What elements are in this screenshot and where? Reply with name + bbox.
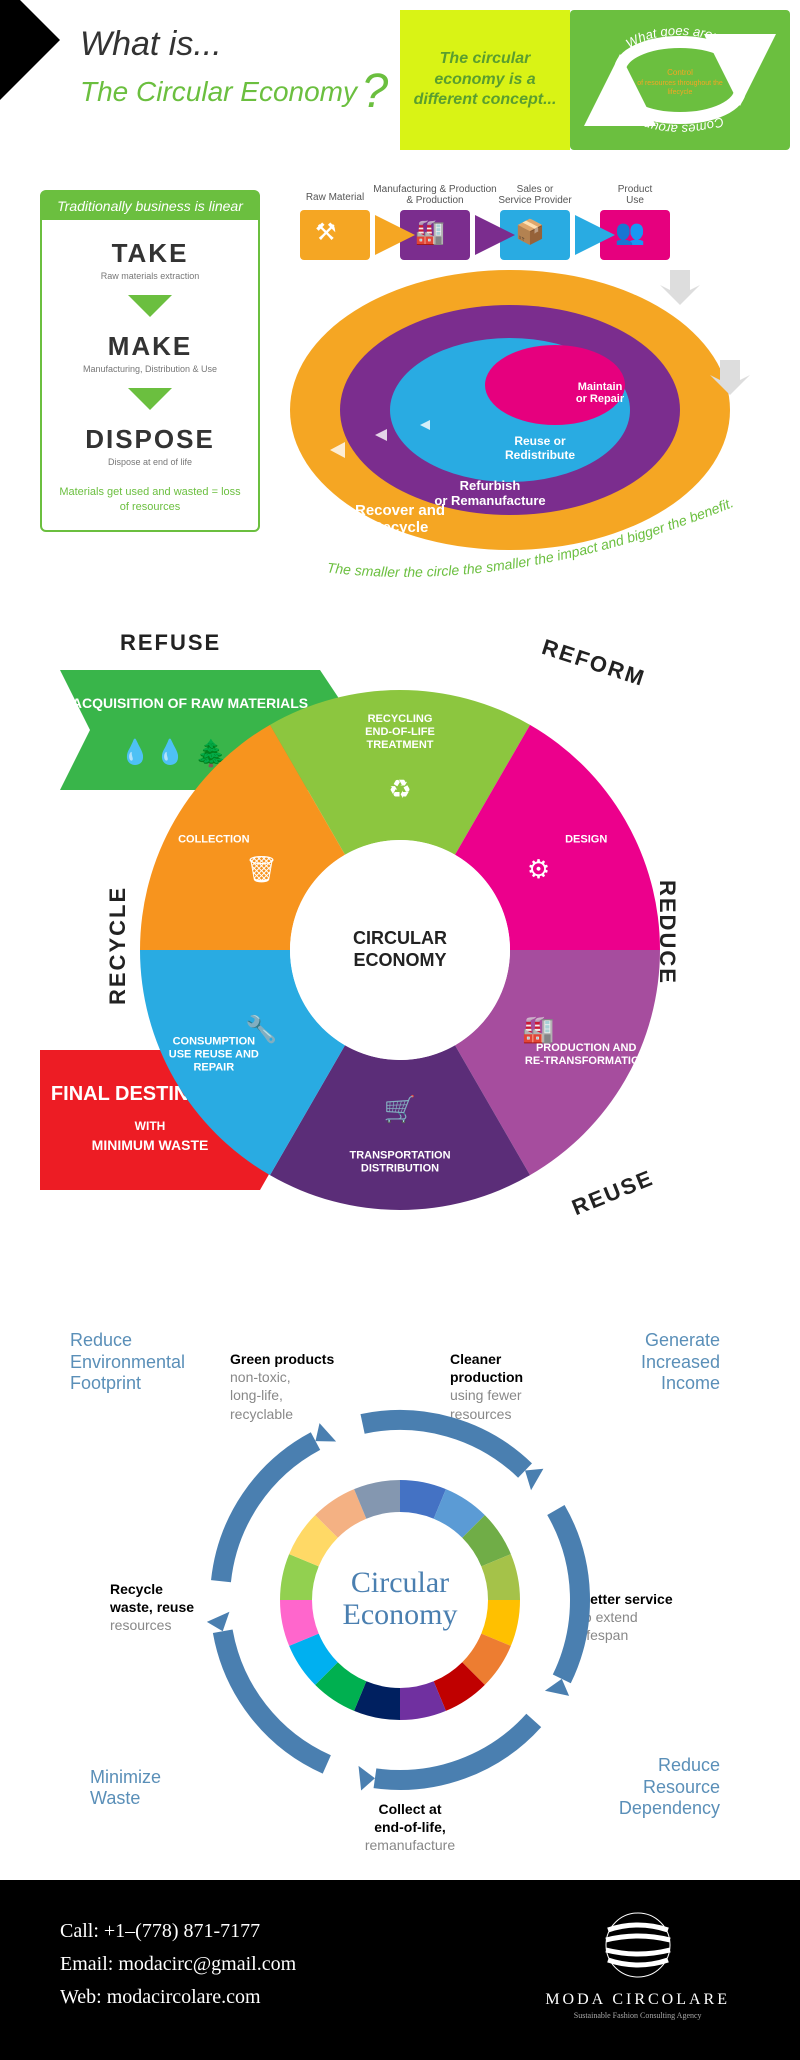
outer-refuse: REFUSE: [120, 630, 221, 656]
svg-text:Raw Material: Raw Material: [306, 192, 364, 203]
svg-text:or Repair: or Repair: [576, 393, 625, 405]
title-line2: The Circular Economy: [80, 76, 357, 107]
linear-step-title: TAKE: [52, 238, 248, 269]
lime-callout: The circular economy is a different conc…: [400, 10, 570, 150]
svg-text:Redistribute: Redistribute: [505, 448, 575, 462]
svg-text:of resources throughout the: of resources throughout the: [637, 80, 723, 87]
linear-card: Traditionally business is linear TAKE Ra…: [40, 190, 260, 532]
svg-text:RE-TRANSFORMATION: RE-TRANSFORMATION: [525, 1055, 648, 1067]
svg-text:📦: 📦: [515, 218, 545, 246]
linear-card-head: Traditionally business is linear: [42, 192, 258, 220]
linear-step-title: MAKE: [52, 331, 248, 362]
svg-text:ECONOMY: ECONOMY: [353, 950, 446, 970]
ring-arrow: [363, 1420, 525, 1471]
svg-text:👥: 👥: [615, 219, 645, 246]
footer-tagline: Sustainable Fashion Consulting Agency: [545, 2011, 730, 2020]
linear-card-body: TAKE Raw materials extraction MAKE Manuf…: [42, 220, 258, 485]
svg-text:Economy: Economy: [343, 1598, 458, 1631]
lime-callout-text: The circular economy is a different conc…: [410, 49, 560, 111]
segment-icon: 🛒: [384, 1094, 416, 1124]
green-cycle-box: What goes around Comes around Control of…: [570, 10, 790, 150]
svg-text:CIRCULAR: CIRCULAR: [353, 928, 447, 948]
spiral-diagram: ⚒ 🏭 📦 👥 Raw Material Manufacturing & Pro…: [280, 180, 790, 600]
section-5r-wheel: REFUSE REFORM REDUCE REUSE RECYCLE ACQUI…: [0, 610, 800, 1290]
linear-card-footer: Materials get used and wasted = loss of …: [42, 485, 258, 530]
svg-text:⚒: ⚒: [315, 219, 337, 246]
footer: Call: +1–(778) 871-7177 Email: modacirc@…: [0, 1880, 800, 2060]
header: What is... The Circular Economy ? The ci…: [0, 0, 800, 180]
svg-text:Product: Product: [618, 184, 653, 195]
svg-text:Reuse or: Reuse or: [514, 434, 566, 448]
ring-arrow: [556, 1510, 580, 1679]
linear-step: MAKE Manufacturing, Distribution & Use: [52, 331, 248, 374]
section-linear-vs-circular: Traditionally business is linear TAKE Ra…: [0, 180, 800, 610]
header-accent-triangle: [0, 0, 60, 100]
svg-text:Maintain: Maintain: [578, 381, 623, 393]
linear-step: TAKE Raw materials extraction: [52, 238, 248, 281]
section-benefit-ring: ReduceEnvironmentalFootprint GenerateInc…: [0, 1320, 800, 1880]
ring-arrow: [375, 1720, 534, 1780]
segment-icon: ⚙: [527, 854, 550, 884]
linear-step: DISPOSE Dispose at end of life: [52, 424, 248, 467]
svg-text:END-OF-LIFE: END-OF-LIFE: [365, 726, 435, 738]
segment-icon: ♻: [388, 774, 411, 804]
title-line1: What is...: [80, 25, 388, 64]
segment-icon: 🏭: [522, 1014, 554, 1044]
svg-text:Recycle: Recycle: [372, 519, 429, 536]
title-question-mark: ?: [361, 65, 388, 118]
svg-text:Circular: Circular: [351, 1566, 449, 1599]
svg-text:CONSUMPTION: CONSUMPTION: [173, 1036, 256, 1048]
benefit-ring: CircularEconomy: [140, 1340, 660, 1860]
svg-text:🏭: 🏭: [415, 219, 445, 246]
svg-text:USE REUSE AND: USE REUSE AND: [169, 1049, 259, 1061]
title-line2-row: The Circular Economy ?: [80, 64, 388, 119]
linear-step-sub: Manufacturing, Distribution & Use: [52, 364, 248, 374]
segment-icon: 🔧: [245, 1013, 277, 1044]
svg-text:or Remanufacture: or Remanufacture: [434, 493, 545, 508]
footer-brand: MODA CIRCOLARE: [545, 1991, 730, 2009]
linear-step-sub: Dispose at end of life: [52, 457, 248, 467]
svg-text:REPAIR: REPAIR: [193, 1062, 234, 1074]
linear-step-title: DISPOSE: [52, 424, 248, 455]
svg-text:lifecycle: lifecycle: [668, 89, 693, 96]
wheel-5r: RECYCLINGEND-OF-LIFETREATMENT♻DESIGN⚙PRO…: [120, 670, 680, 1230]
svg-text:Use: Use: [626, 195, 644, 206]
segment-icon: 🗑: [245, 854, 278, 884]
linear-step-sub: Raw materials extraction: [52, 271, 248, 281]
svg-text:Manufacturing & Production: Manufacturing & Production: [373, 184, 496, 195]
down-arrow-icon: [128, 295, 172, 317]
svg-text:TREATMENT: TREATMENT: [366, 739, 433, 751]
svg-text:TRANSPORTATION: TRANSPORTATION: [349, 1150, 450, 1162]
svg-text:DESIGN: DESIGN: [565, 834, 607, 846]
svg-text:Recover and: Recover and: [355, 502, 445, 519]
spiral-top-row: ⚒ 🏭 📦 👥 Raw Material Manufacturing & Pro…: [300, 184, 670, 260]
svg-text:Sales or: Sales or: [517, 184, 554, 195]
svg-text:Refurbish: Refurbish: [460, 478, 521, 493]
svg-text:& Production: & Production: [406, 195, 463, 206]
svg-text:RECYCLING: RECYCLING: [368, 713, 433, 725]
title-block: What is... The Circular Economy ?: [80, 25, 388, 119]
svg-text:Control: Control: [667, 68, 693, 77]
globe-stripes-icon: [598, 1910, 678, 1980]
svg-text:COLLECTION: COLLECTION: [178, 834, 250, 846]
svg-text:Service Provider: Service Provider: [498, 195, 572, 206]
svg-text:DISTRIBUTION: DISTRIBUTION: [361, 1163, 439, 1175]
down-arrow-icon: [128, 388, 172, 410]
footer-logo: MODA CIRCOLARE Sustainable Fashion Consu…: [545, 1910, 730, 2020]
